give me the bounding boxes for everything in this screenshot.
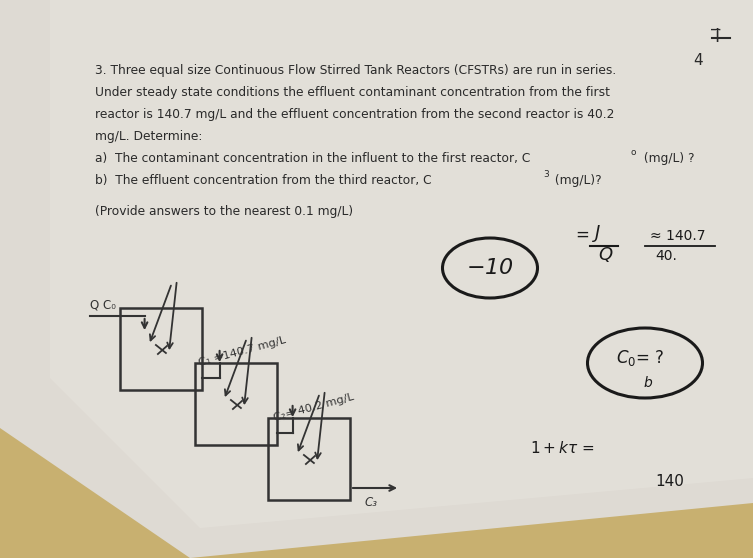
- Text: 140: 140: [655, 474, 684, 489]
- Text: C₂= 40.2 mg/L: C₂= 40.2 mg/L: [272, 392, 355, 423]
- Text: =: =: [575, 226, 589, 244]
- Bar: [268, 418, 350, 500]
- Text: reactor is 140.7 mg/L and the effluent concentration from the second reactor is : reactor is 140.7 mg/L and the effluent c…: [95, 108, 614, 121]
- Text: $1 + k\tau$ =: $1 + k\tau$ =: [530, 440, 594, 456]
- Text: mg/L. Determine:: mg/L. Determine:: [95, 130, 203, 143]
- Text: 40.: 40.: [655, 249, 677, 263]
- Text: b)  The effluent concentration from the third reactor, C: b) The effluent concentration from the t…: [95, 174, 431, 187]
- Text: $C_0$= ?: $C_0$= ?: [616, 348, 664, 368]
- Bar: [120, 308, 202, 390]
- Text: 3: 3: [543, 170, 549, 179]
- Text: 3. Three equal size Continuous Flow Stirred Tank Reactors (CFSTRs) are run in se: 3. Three equal size Continuous Flow Stir…: [95, 64, 616, 77]
- Text: Q C₀: Q C₀: [90, 298, 116, 311]
- Polygon shape: [0, 0, 200, 208]
- Bar: [195, 363, 277, 445]
- Text: o: o: [631, 148, 636, 157]
- Text: Under steady state conditions the effluent contaminant concentration from the fi: Under steady state conditions the efflue…: [95, 86, 610, 99]
- Text: ≈ 140.7: ≈ 140.7: [650, 229, 706, 243]
- Text: (Provide answers to the nearest 0.1 mg/L): (Provide answers to the nearest 0.1 mg/L…: [95, 205, 353, 218]
- Text: l̅: l̅: [715, 28, 720, 46]
- Text: $-$10: $-$10: [466, 258, 514, 278]
- Text: C₃: C₃: [365, 496, 378, 509]
- Text: C₁ =140.7 mg/L: C₁ =140.7 mg/L: [197, 335, 287, 368]
- Text: b: b: [644, 376, 652, 390]
- Text: (mg/L)?: (mg/L)?: [551, 174, 602, 187]
- Text: Q: Q: [598, 246, 612, 264]
- Text: J: J: [595, 224, 600, 242]
- Text: a)  The contaminant concentration in the influent to the first reactor, C: a) The contaminant concentration in the …: [95, 152, 530, 165]
- Polygon shape: [50, 0, 753, 528]
- Text: 4: 4: [693, 53, 703, 68]
- Text: (mg/L) ?: (mg/L) ?: [640, 152, 694, 165]
